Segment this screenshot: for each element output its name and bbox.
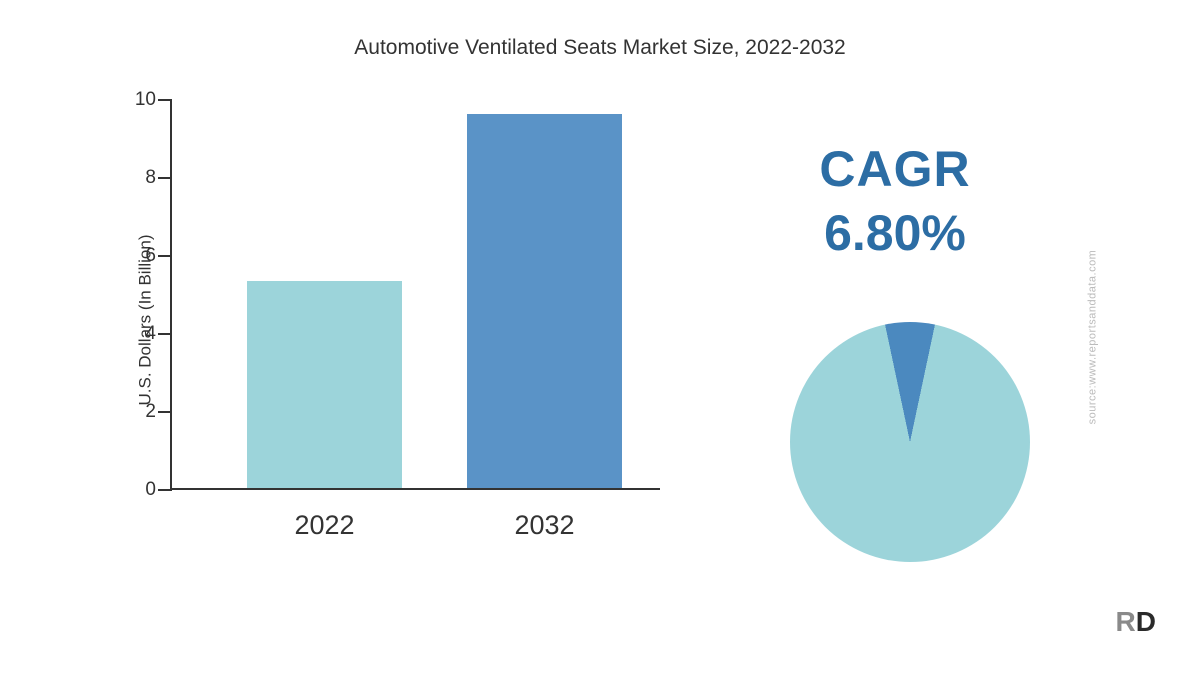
chart-title: Automotive Ventilated Seats Market Size,… xyxy=(0,36,1200,60)
pie-graphic xyxy=(790,322,1030,562)
y-tick xyxy=(158,99,172,101)
y-tick-label: 0 xyxy=(128,479,156,501)
chart-container: Automotive Ventilated Seats Market Size,… xyxy=(0,0,1200,674)
logo-letter-r: R xyxy=(1116,606,1136,637)
y-tick xyxy=(158,333,172,335)
logo: RD xyxy=(1116,606,1156,638)
y-tick-label: 6 xyxy=(128,245,156,267)
bar xyxy=(467,114,622,488)
bar-chart-plot: 024681020222032 xyxy=(170,100,660,490)
y-tick-label: 8 xyxy=(128,167,156,189)
source-attribution: source:www.reportsanddata.com xyxy=(1087,250,1099,425)
y-tick-label: 4 xyxy=(128,323,156,345)
x-tick-label: 2032 xyxy=(514,510,574,541)
bar xyxy=(247,281,402,488)
x-tick-label: 2022 xyxy=(294,510,354,541)
cagr-block: CAGR 6.80% xyxy=(755,140,1035,262)
bar-chart-area: U.S. Dollars (In Billion) 02468102022203… xyxy=(130,100,660,540)
logo-letter-d: D xyxy=(1136,606,1156,637)
pie-chart xyxy=(790,322,1030,562)
y-tick xyxy=(158,489,172,491)
cagr-label: CAGR xyxy=(755,140,1035,198)
y-tick xyxy=(158,411,172,413)
y-tick-label: 2 xyxy=(128,401,156,423)
y-tick-label: 10 xyxy=(128,89,156,111)
y-tick xyxy=(158,255,172,257)
y-tick xyxy=(158,177,172,179)
cagr-value: 6.80% xyxy=(755,204,1035,262)
